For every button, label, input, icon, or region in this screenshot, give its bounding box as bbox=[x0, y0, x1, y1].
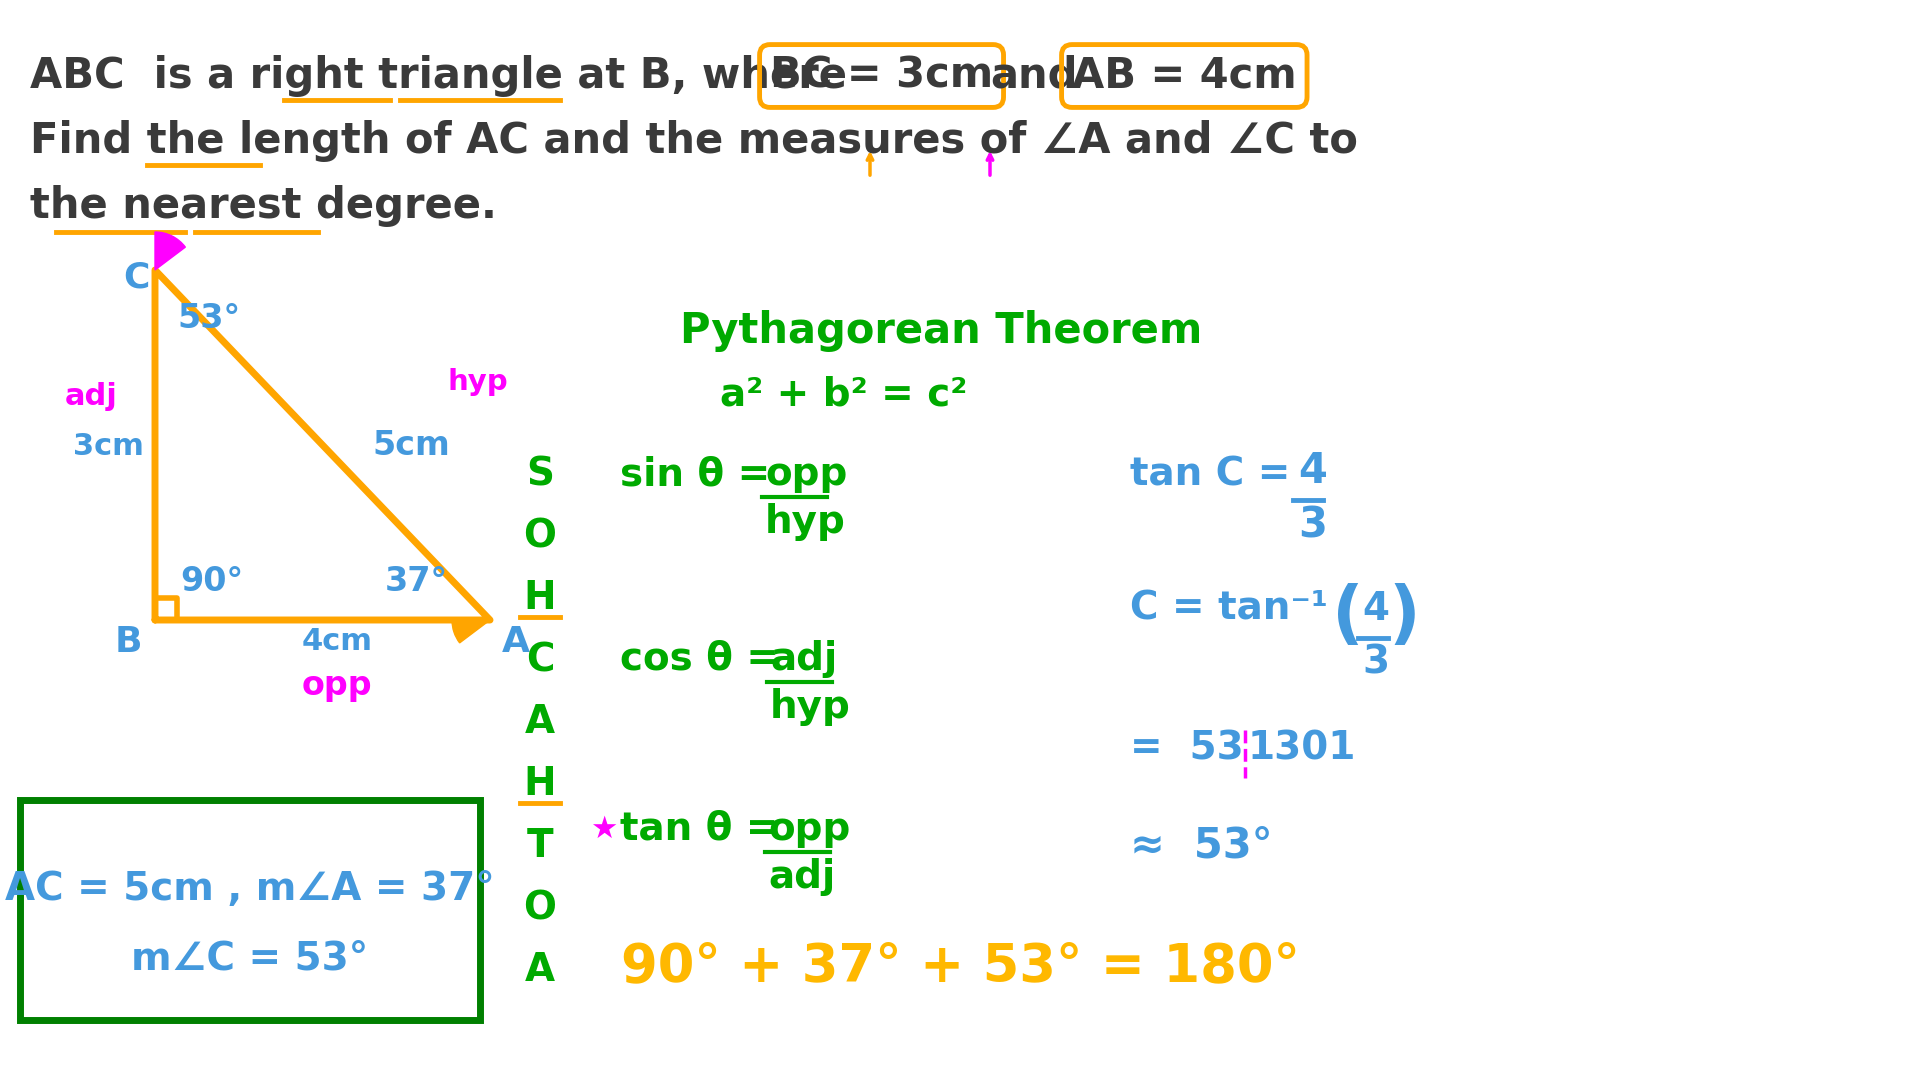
Text: hyp: hyp bbox=[770, 688, 851, 726]
Text: cos θ =: cos θ = bbox=[620, 640, 793, 678]
Text: Pythagorean Theorem: Pythagorean Theorem bbox=[680, 310, 1202, 352]
Text: hyp: hyp bbox=[447, 368, 507, 396]
Text: Find the length of AC and the measures of ∠A and ∠C to: Find the length of AC and the measures o… bbox=[31, 120, 1357, 162]
Text: C = tan⁻¹: C = tan⁻¹ bbox=[1131, 590, 1329, 627]
Text: A: A bbox=[524, 703, 555, 741]
Text: m∠C = 53°: m∠C = 53° bbox=[131, 940, 369, 978]
Text: 1301: 1301 bbox=[1248, 730, 1356, 768]
Text: 3cm: 3cm bbox=[73, 432, 144, 461]
Wedge shape bbox=[156, 232, 186, 270]
Text: ): ) bbox=[1388, 583, 1419, 650]
Text: 4: 4 bbox=[1298, 450, 1327, 492]
Text: 90° + 37° + 53° = 180°: 90° + 37° + 53° = 180° bbox=[620, 940, 1300, 993]
Text: A: A bbox=[524, 951, 555, 989]
Wedge shape bbox=[451, 620, 490, 643]
Text: adj: adj bbox=[770, 640, 837, 678]
Text: O: O bbox=[524, 889, 557, 927]
Text: tan θ =: tan θ = bbox=[620, 810, 791, 848]
Text: T: T bbox=[526, 827, 553, 865]
Text: 3: 3 bbox=[1361, 643, 1390, 681]
Text: H: H bbox=[524, 765, 557, 804]
Text: A: A bbox=[501, 625, 530, 659]
Text: 37°: 37° bbox=[386, 565, 447, 598]
Text: and: and bbox=[991, 55, 1077, 97]
Text: O: O bbox=[524, 517, 557, 555]
Text: C: C bbox=[526, 642, 555, 679]
Text: tan C =: tan C = bbox=[1131, 455, 1304, 492]
Text: H: H bbox=[524, 579, 557, 617]
Text: opp: opp bbox=[301, 669, 372, 702]
Text: a² + b² = c²: a² + b² = c² bbox=[720, 375, 968, 413]
Text: ABC  is a right triangle at B, where: ABC is a right triangle at B, where bbox=[31, 55, 847, 97]
Text: BC = 3cm: BC = 3cm bbox=[770, 55, 993, 97]
Text: 53°: 53° bbox=[177, 302, 240, 335]
Text: 3: 3 bbox=[1298, 505, 1327, 546]
Text: sin θ =: sin θ = bbox=[620, 455, 783, 492]
Text: 4: 4 bbox=[1361, 590, 1388, 627]
Text: adj: adj bbox=[768, 858, 835, 896]
Text: B: B bbox=[115, 625, 142, 659]
Bar bbox=[19, 800, 480, 1020]
Text: adj: adj bbox=[65, 382, 117, 411]
Text: AB = 4cm: AB = 4cm bbox=[1071, 55, 1296, 97]
Text: hyp: hyp bbox=[764, 503, 847, 541]
Text: =  53: = 53 bbox=[1131, 730, 1244, 768]
Text: ★: ★ bbox=[589, 815, 618, 843]
Text: S: S bbox=[526, 455, 555, 492]
Text: opp: opp bbox=[764, 455, 847, 492]
Text: 4cm: 4cm bbox=[301, 627, 372, 656]
Text: ≈  53°: ≈ 53° bbox=[1131, 825, 1273, 867]
Text: 5cm: 5cm bbox=[372, 429, 449, 462]
Text: the nearest degree.: the nearest degree. bbox=[31, 185, 497, 227]
Text: C: C bbox=[123, 260, 150, 294]
Text: AC = 5cm , m∠A = 37°: AC = 5cm , m∠A = 37° bbox=[6, 870, 495, 908]
Text: (: ( bbox=[1332, 583, 1363, 650]
Text: opp: opp bbox=[768, 810, 851, 848]
Text: 90°: 90° bbox=[180, 565, 244, 598]
